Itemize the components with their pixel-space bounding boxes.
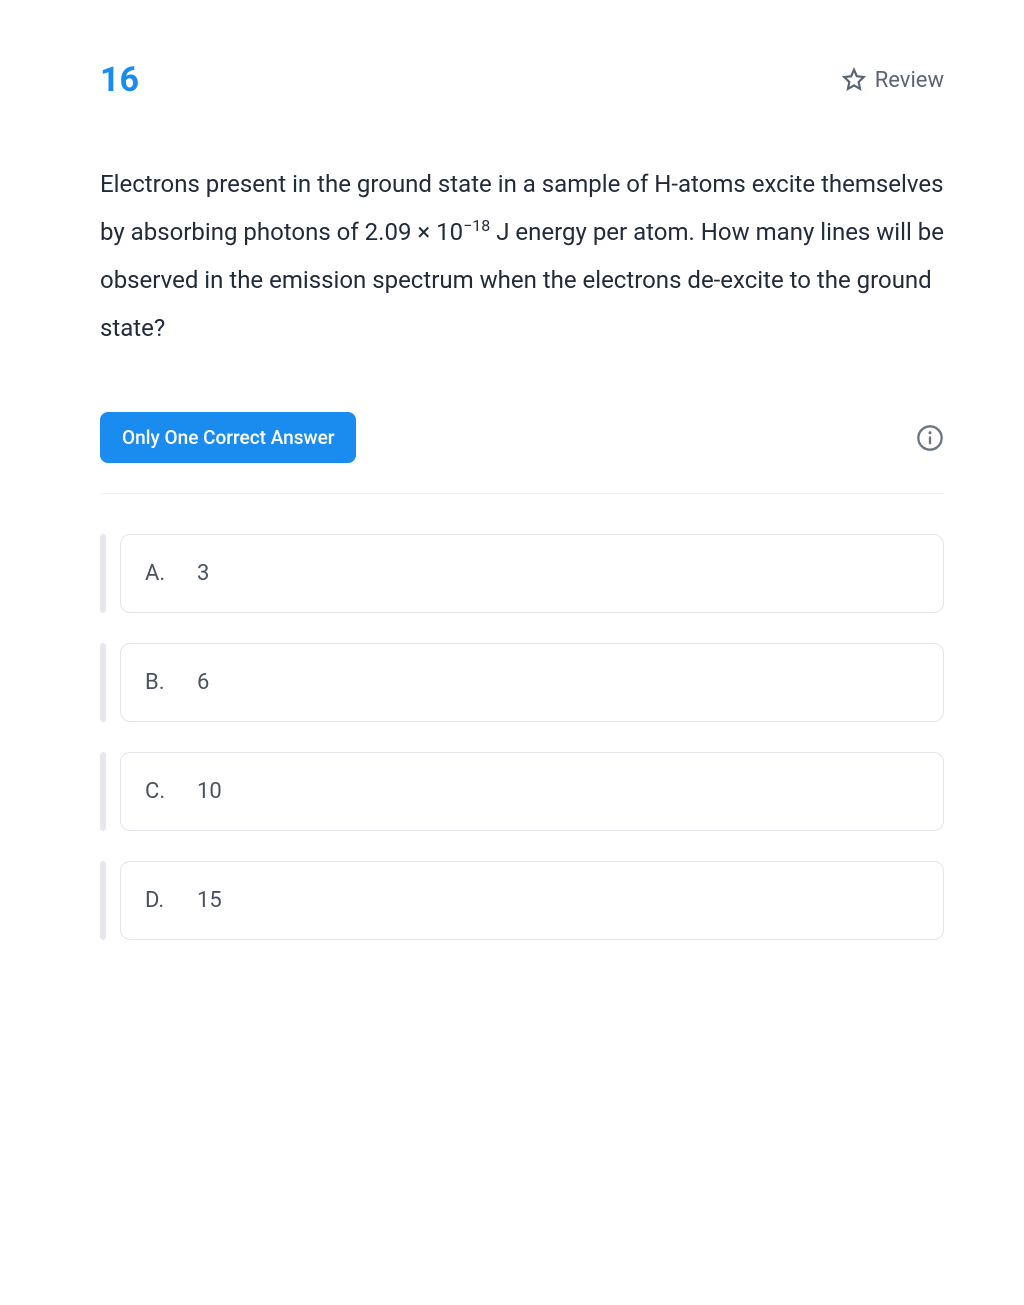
options-list: A. 3 B. 6 C. 10 D. 15: [100, 534, 944, 940]
option-indicator: [100, 752, 106, 831]
option-box: A. 3: [120, 534, 944, 613]
option-letter: C.: [145, 779, 169, 804]
option-indicator: [100, 534, 106, 613]
option-b[interactable]: B. 6: [100, 643, 944, 722]
info-icon[interactable]: [916, 424, 944, 452]
option-box: C. 10: [120, 752, 944, 831]
option-value: 6: [197, 670, 209, 695]
answer-type-row: Only One Correct Answer: [100, 412, 944, 494]
review-label: Review: [875, 68, 944, 93]
question-container: 16 Review Electrons present in the groun…: [0, 0, 1024, 1000]
option-value: 15: [197, 888, 222, 913]
option-c[interactable]: C. 10: [100, 752, 944, 831]
question-text: Electrons present in the ground state in…: [100, 160, 944, 352]
star-icon: [841, 67, 867, 93]
option-box: D. 15: [120, 861, 944, 940]
option-value: 10: [197, 779, 222, 804]
answer-type-badge: Only One Correct Answer: [100, 412, 356, 463]
option-value: 3: [197, 561, 209, 586]
option-a[interactable]: A. 3: [100, 534, 944, 613]
option-letter: D.: [145, 888, 169, 913]
option-box: B. 6: [120, 643, 944, 722]
option-indicator: [100, 643, 106, 722]
option-letter: A.: [145, 561, 169, 586]
option-d[interactable]: D. 15: [100, 861, 944, 940]
option-indicator: [100, 861, 106, 940]
question-exponent: −18: [463, 216, 490, 235]
option-letter: B.: [145, 670, 169, 695]
review-button[interactable]: Review: [841, 67, 944, 93]
question-number: 16: [100, 60, 139, 100]
question-header: 16 Review: [100, 60, 944, 100]
